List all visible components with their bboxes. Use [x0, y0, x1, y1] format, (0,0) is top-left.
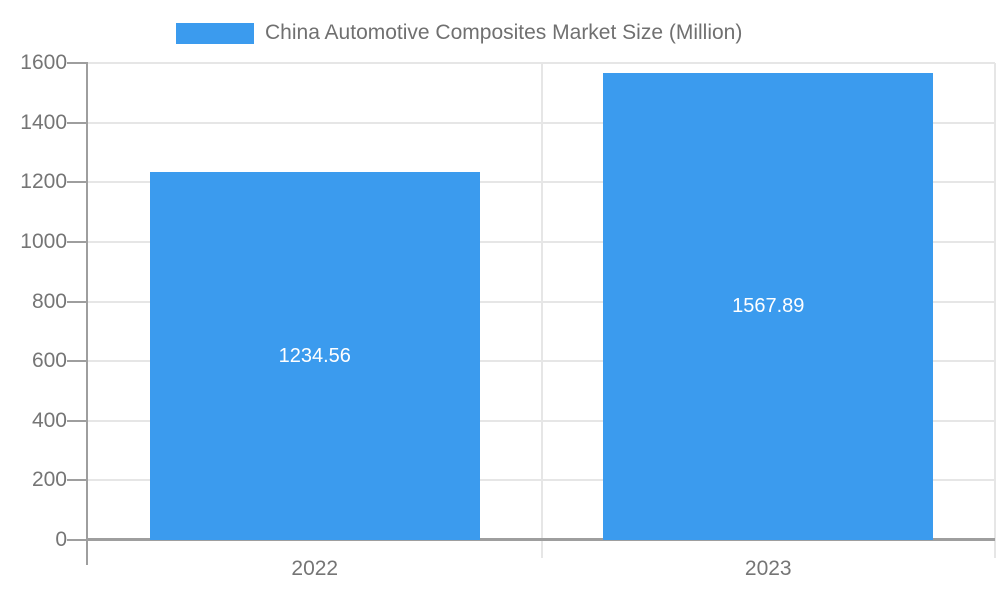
x-axis-tick-label: 2022 [291, 557, 339, 580]
y-axis-tick-label: 1000 [20, 229, 67, 253]
y-axis-tick [67, 181, 88, 184]
legend-item[interactable]: China Automotive Composites Market Size … [176, 21, 742, 45]
legend-label: China Automotive Composites Market Size … [265, 21, 743, 44]
y-axis-tick-label: 800 [31, 289, 67, 313]
y-axis-tick [67, 62, 88, 64]
y-axis-tick [67, 240, 88, 243]
gridline-vertical [994, 63, 996, 558]
y-axis-tick [67, 360, 88, 363]
y-axis-tick-label: 400 [31, 408, 67, 432]
bar [603, 72, 934, 540]
y-axis-tick-label: 0 [55, 528, 67, 551]
y-axis-tick-label: 200 [31, 468, 67, 492]
x-axis-tick-label: 2023 [744, 557, 792, 580]
y-axis-tick-label: 1200 [20, 170, 67, 194]
y-axis-tick [67, 479, 88, 482]
x-axis-line [86, 538, 995, 541]
legend-swatch [176, 22, 254, 44]
y-axis-tick [67, 121, 88, 124]
y-axis-tick [67, 300, 88, 303]
y-axis-tick-label: 1400 [20, 110, 67, 134]
bar [149, 171, 480, 540]
bar-value-label: 1567.89 [732, 295, 805, 318]
y-axis-tick [67, 539, 88, 541]
y-axis-tick-label: 1600 [20, 51, 67, 74]
gridline-vertical [540, 63, 543, 558]
bar-value-label: 1234.56 [278, 344, 351, 367]
y-axis-line [86, 63, 88, 565]
y-axis-tick-label: 600 [31, 349, 67, 373]
y-axis-tick [67, 419, 88, 422]
